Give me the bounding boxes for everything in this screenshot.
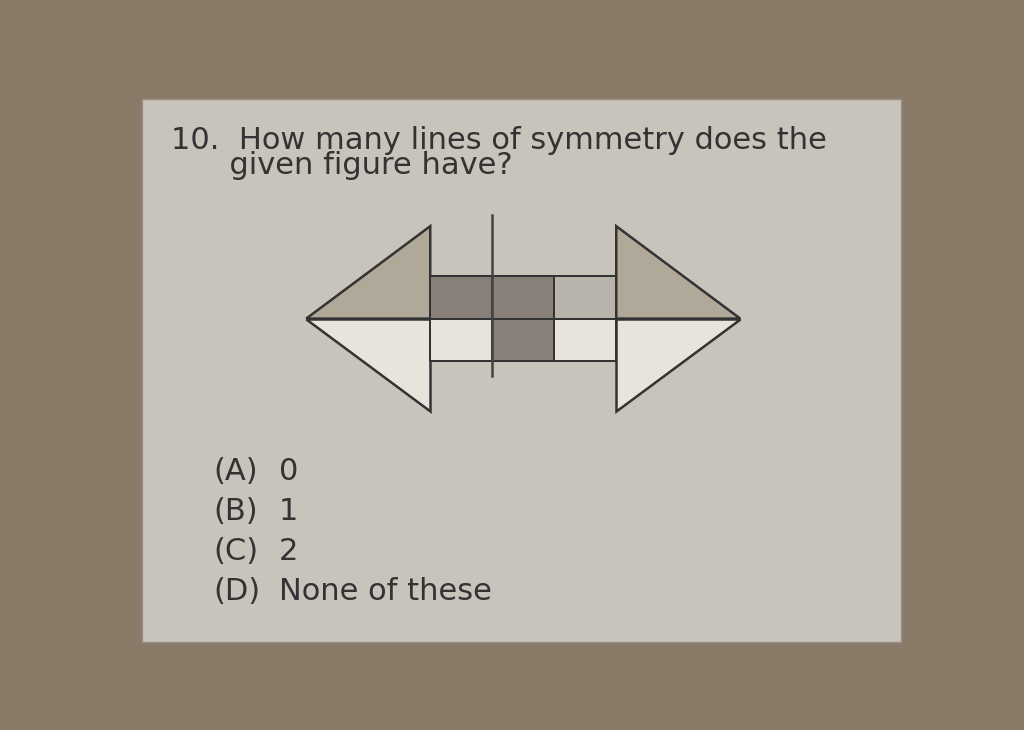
- FancyBboxPatch shape: [142, 99, 901, 642]
- Polygon shape: [616, 318, 740, 411]
- Bar: [493, 318, 554, 361]
- Text: 1: 1: [280, 497, 299, 526]
- Bar: [493, 276, 554, 318]
- Text: 2: 2: [280, 537, 299, 566]
- Text: (C): (C): [213, 537, 258, 566]
- Bar: [430, 276, 493, 318]
- Text: 0: 0: [280, 457, 299, 486]
- Text: (B): (B): [213, 497, 258, 526]
- Polygon shape: [306, 318, 430, 411]
- Bar: [430, 318, 493, 361]
- Text: None of these: None of these: [280, 577, 492, 607]
- Text: (A): (A): [213, 457, 258, 486]
- Polygon shape: [616, 226, 740, 318]
- Text: (D): (D): [213, 577, 260, 607]
- Text: given figure have?: given figure have?: [171, 150, 512, 180]
- Text: 10.  How many lines of symmetry does the: 10. How many lines of symmetry does the: [171, 126, 826, 155]
- Bar: [554, 318, 616, 361]
- Polygon shape: [306, 226, 430, 318]
- Bar: [554, 276, 616, 318]
